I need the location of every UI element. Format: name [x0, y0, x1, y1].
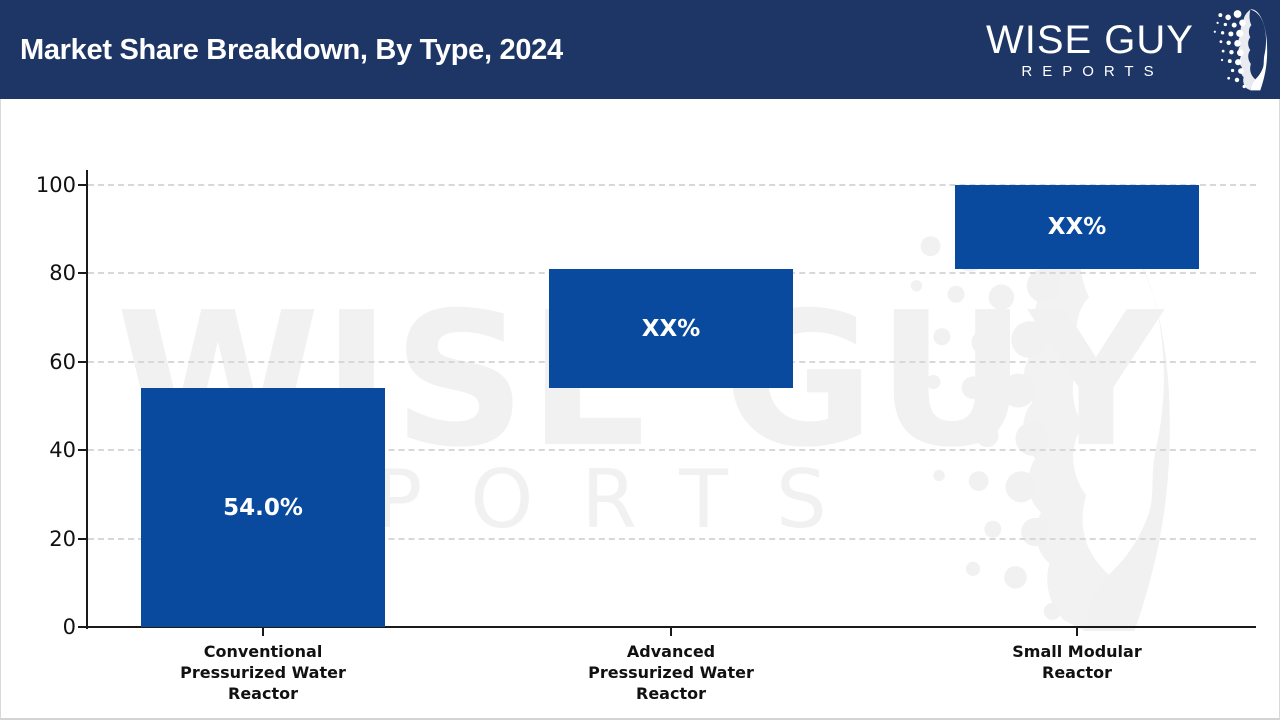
gridline-100	[88, 184, 1256, 186]
bar-value-label: XX%	[1047, 213, 1107, 240]
x-category-label: Conventional Pressurized Water Reactor	[93, 641, 433, 704]
y-tick-mark	[78, 449, 86, 452]
x-category-label-line: Advanced	[626, 642, 716, 661]
y-tick-mark	[78, 537, 86, 540]
x-category-label: Advanced Pressurized Water Reactor	[501, 641, 841, 704]
y-tick-mark	[78, 272, 86, 275]
y-tick-mark	[78, 360, 86, 363]
x-category-label: Small Modular Reactor	[907, 641, 1247, 683]
page-title: Market Share Breakdown, By Type, 2024	[20, 34, 563, 66]
x-category-label-line: Pressurized Water	[588, 663, 754, 682]
x-category-label-line: Pressurized Water	[180, 663, 346, 682]
logo-text: WISE GUY REPORTS	[986, 18, 1194, 82]
x-category-label-line: Reactor	[1042, 663, 1112, 682]
y-tick-label: 80	[49, 261, 76, 286]
x-category-label-line: Small Modular	[1012, 642, 1142, 661]
y-axis-spine	[86, 170, 88, 629]
logo-wordmark: WISE GUY	[985, 18, 1194, 62]
bar-value-label: XX%	[641, 315, 701, 342]
gridline-40	[88, 449, 1256, 452]
x-tick-mark	[1076, 628, 1078, 636]
gridline-20	[88, 537, 1256, 540]
bar-segment: 54.0%	[141, 388, 385, 627]
bar-value-label: 54.0%	[223, 494, 303, 521]
y-tick-label: 0	[62, 615, 76, 639]
x-tick-mark	[262, 628, 264, 636]
x-tick-mark	[670, 628, 672, 636]
y-tick-label: 100	[35, 173, 76, 197]
bar-segment: XX%	[955, 185, 1199, 269]
bar-segment: XX%	[549, 268, 793, 389]
y-tick-mark	[78, 184, 86, 186]
y-tick-label: 60	[49, 349, 76, 374]
y-tick-label: 20	[49, 526, 76, 551]
logo-subtitle: REPORTS	[1021, 63, 1164, 80]
y-tick-label: 40	[49, 438, 76, 463]
x-category-label-line: Reactor	[636, 684, 706, 703]
wise-guy-logo: WISE GUY REPORTS	[986, 6, 1268, 94]
y-tick-mark	[78, 626, 86, 628]
header-bar: Market Share Breakdown, By Type, 2024 WI…	[0, 0, 1280, 99]
x-category-label-line: Conventional	[203, 642, 323, 661]
x-axis-spine	[86, 626, 1256, 628]
x-category-label-line: Reactor	[228, 684, 298, 703]
